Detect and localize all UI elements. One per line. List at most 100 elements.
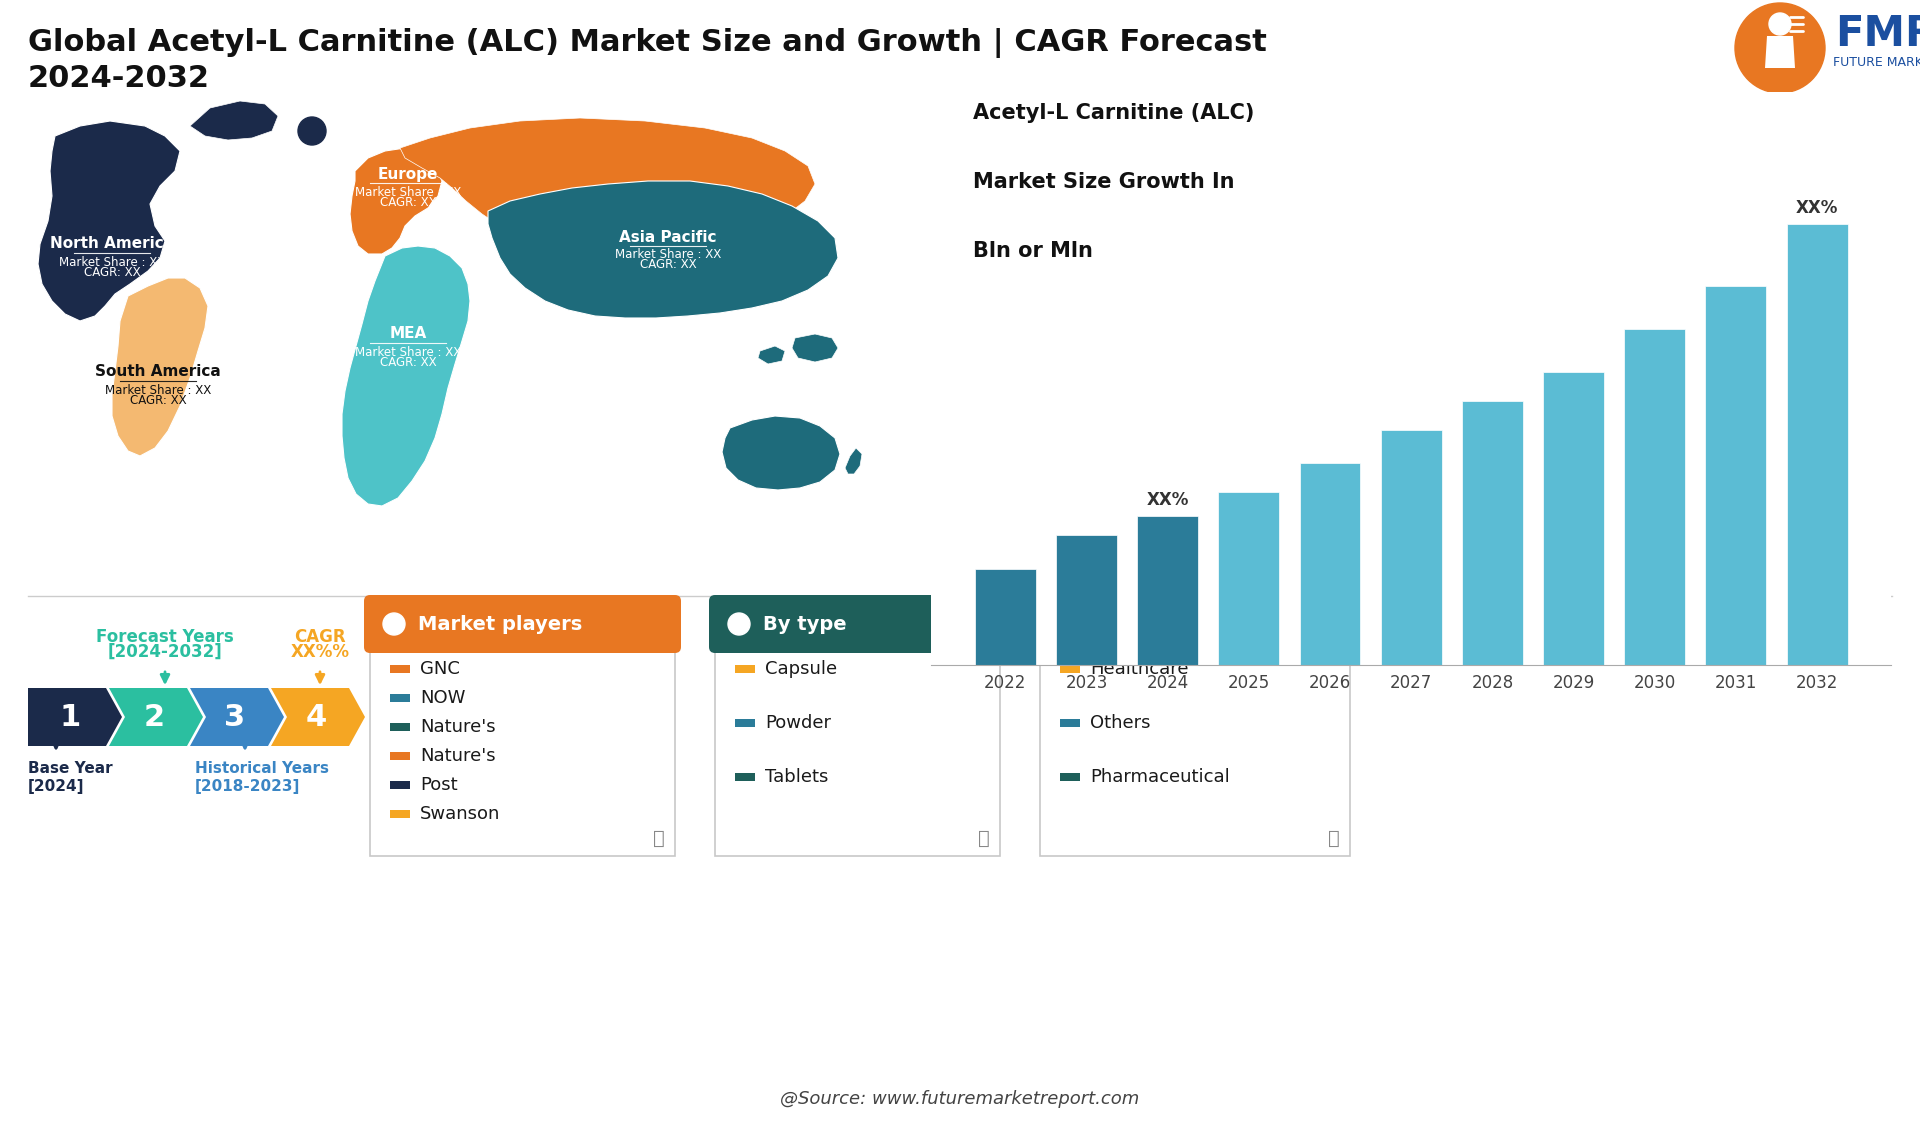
FancyBboxPatch shape — [735, 774, 755, 782]
Polygon shape — [190, 101, 278, 140]
FancyBboxPatch shape — [371, 647, 676, 856]
Text: Post: Post — [420, 776, 457, 794]
Text: GNC: GNC — [420, 660, 461, 678]
Polygon shape — [791, 333, 837, 362]
Text: FMR: FMR — [1836, 13, 1920, 55]
FancyBboxPatch shape — [735, 665, 755, 673]
Bar — [1380, 430, 1442, 665]
FancyBboxPatch shape — [390, 752, 411, 760]
Text: By type: By type — [762, 614, 847, 634]
FancyBboxPatch shape — [1035, 595, 1356, 653]
FancyBboxPatch shape — [390, 810, 411, 818]
Polygon shape — [38, 121, 180, 321]
Text: ⌒: ⌒ — [1329, 829, 1340, 848]
Polygon shape — [349, 148, 442, 254]
Text: Tablets: Tablets — [764, 768, 828, 786]
Text: ⌒: ⌒ — [653, 829, 664, 848]
Text: Pharmaceutical: Pharmaceutical — [1091, 768, 1229, 786]
Text: Forecast Years: Forecast Years — [96, 628, 234, 646]
Text: Market Share : XX: Market Share : XX — [355, 186, 461, 198]
Bar — [1056, 535, 1117, 665]
Polygon shape — [109, 688, 204, 746]
Text: 1: 1 — [60, 702, 81, 731]
Circle shape — [382, 613, 405, 635]
Bar — [1544, 372, 1603, 665]
Text: XX%: XX% — [1146, 490, 1188, 509]
Text: XX%%: XX%% — [290, 643, 349, 661]
Text: Market Size Growth In: Market Size Growth In — [973, 172, 1235, 191]
Text: CAGR: XX: CAGR: XX — [380, 355, 436, 369]
Text: North America: North America — [50, 236, 175, 251]
Text: Market Share : XX: Market Share : XX — [355, 345, 461, 359]
FancyBboxPatch shape — [714, 647, 1000, 856]
Text: Others: Others — [1091, 714, 1150, 732]
Polygon shape — [845, 448, 862, 474]
Bar — [1137, 516, 1198, 665]
Polygon shape — [190, 688, 284, 746]
Bar — [1624, 329, 1686, 665]
FancyBboxPatch shape — [390, 723, 411, 731]
Text: 3: 3 — [225, 702, 246, 731]
Polygon shape — [758, 346, 785, 364]
Text: CAGR: XX: CAGR: XX — [84, 266, 140, 278]
Text: FUTURE MARKET REPORT: FUTURE MARKET REPORT — [1834, 55, 1920, 69]
Circle shape — [298, 117, 326, 146]
FancyBboxPatch shape — [390, 782, 411, 790]
Polygon shape — [342, 246, 470, 507]
Circle shape — [1768, 13, 1791, 36]
Text: CAGR: XX: CAGR: XX — [380, 196, 436, 209]
Polygon shape — [488, 181, 837, 317]
FancyBboxPatch shape — [1041, 647, 1350, 856]
Bar — [1461, 401, 1523, 665]
FancyBboxPatch shape — [735, 719, 755, 727]
Polygon shape — [399, 118, 814, 248]
Text: [2024]: [2024] — [29, 779, 84, 794]
Text: Europe: Europe — [378, 166, 438, 181]
Polygon shape — [271, 688, 365, 746]
Polygon shape — [722, 416, 841, 490]
Bar — [1219, 492, 1279, 665]
FancyBboxPatch shape — [390, 694, 411, 702]
Bar — [1788, 223, 1847, 665]
Text: Market Share : XX: Market Share : XX — [106, 384, 211, 397]
Text: Historical Years: Historical Years — [196, 761, 328, 776]
Text: 4: 4 — [305, 702, 326, 731]
Text: CAGR: XX: CAGR: XX — [131, 393, 186, 407]
Text: Swanson: Swanson — [420, 806, 501, 823]
Text: CAGR: XX: CAGR: XX — [639, 259, 697, 272]
Text: By application: By application — [1089, 614, 1244, 634]
Text: Global Acetyl-L Carnitine (ALC) Market Size and Growth | CAGR Forecast: Global Acetyl-L Carnitine (ALC) Market S… — [29, 28, 1267, 58]
Text: @Source: www.futuremarketreport.com: @Source: www.futuremarketreport.com — [780, 1090, 1140, 1108]
Text: Nature's: Nature's — [420, 719, 495, 736]
Text: [2018-2023]: [2018-2023] — [196, 779, 300, 794]
Text: Market Share : XX: Market Share : XX — [614, 249, 722, 261]
Text: 2: 2 — [144, 702, 165, 731]
Text: Healthcare: Healthcare — [1091, 660, 1188, 678]
Bar — [975, 568, 1035, 665]
FancyBboxPatch shape — [1060, 774, 1079, 782]
Text: MEA: MEA — [390, 327, 426, 342]
Text: CAGR: CAGR — [294, 628, 346, 646]
Text: [2024-2032]: [2024-2032] — [108, 643, 223, 661]
Text: Asia Pacific: Asia Pacific — [620, 229, 716, 244]
FancyBboxPatch shape — [365, 595, 682, 653]
Text: Powder: Powder — [764, 714, 831, 732]
FancyBboxPatch shape — [1060, 719, 1079, 727]
Text: Acetyl-L Carnitine (ALC): Acetyl-L Carnitine (ALC) — [973, 103, 1254, 123]
Circle shape — [1736, 3, 1826, 93]
Text: Market players: Market players — [419, 614, 582, 634]
Polygon shape — [1764, 36, 1795, 68]
Bar — [1705, 286, 1766, 665]
Text: Nature's: Nature's — [420, 747, 495, 766]
Polygon shape — [29, 688, 123, 746]
Polygon shape — [111, 278, 207, 456]
FancyBboxPatch shape — [1060, 665, 1079, 673]
Text: ⌒: ⌒ — [979, 829, 991, 848]
Bar — [1300, 463, 1361, 665]
Text: NOW: NOW — [420, 689, 465, 707]
Circle shape — [1052, 613, 1075, 635]
FancyBboxPatch shape — [708, 595, 1006, 653]
FancyBboxPatch shape — [390, 665, 411, 673]
Text: Market Share : XX: Market Share : XX — [60, 256, 165, 268]
Circle shape — [728, 613, 751, 635]
